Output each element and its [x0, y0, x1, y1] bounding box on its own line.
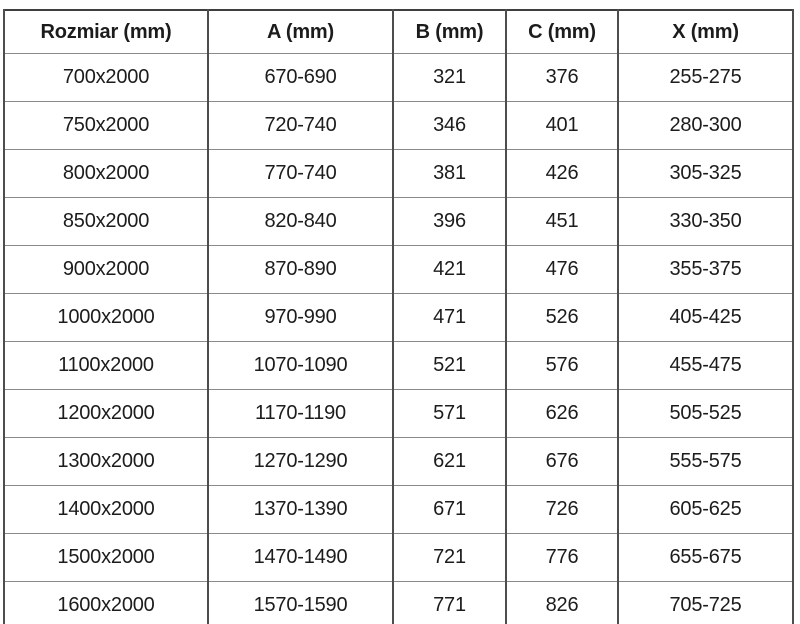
table-row: 750x2000 720-740 346 401 280-300	[3, 101, 794, 150]
table-header: Rozmiar (mm) A (mm) B (mm) C (mm) X (mm)	[3, 9, 794, 54]
table-row: 1000x2000 970-990 471 526 405-425	[3, 293, 794, 342]
table-cell-c: 476	[505, 245, 619, 294]
table-cell-rozmiar: 1200x2000	[3, 389, 209, 438]
table-cell-rozmiar: 1500x2000	[3, 533, 209, 582]
table-cell-b: 346	[392, 101, 507, 150]
table-cell-c: 626	[505, 389, 619, 438]
table-cell-a: 1070-1090	[207, 341, 394, 390]
table-cell-c: 676	[505, 437, 619, 486]
table-cell-x: 255-275	[617, 53, 794, 102]
table-cell-b: 621	[392, 437, 507, 486]
table-row: 1600x2000 1570-1590 771 826 705-725	[3, 581, 794, 624]
table-cell-b: 381	[392, 149, 507, 198]
table-cell-c: 451	[505, 197, 619, 246]
table-cell-a: 970-990	[207, 293, 394, 342]
table-cell-b: 721	[392, 533, 507, 582]
table-cell-x: 280-300	[617, 101, 794, 150]
table-cell-rozmiar: 1100x2000	[3, 341, 209, 390]
table-cell-a: 1270-1290	[207, 437, 394, 486]
table-cell-rozmiar: 850x2000	[3, 197, 209, 246]
table-cell-c: 726	[505, 485, 619, 534]
table-cell-x: 355-375	[617, 245, 794, 294]
table-row: 1300x2000 1270-1290 621 676 555-575	[3, 437, 794, 486]
table-row: 900x2000 870-890 421 476 355-375	[3, 245, 794, 294]
table-cell-x: 330-350	[617, 197, 794, 246]
table-cell-b: 396	[392, 197, 507, 246]
table-cell-rozmiar: 700x2000	[3, 53, 209, 102]
table-cell-c: 426	[505, 149, 619, 198]
table-cell-rozmiar: 1000x2000	[3, 293, 209, 342]
table-row: 700x2000 670-690 321 376 255-275	[3, 53, 794, 102]
column-header-x: X (mm)	[617, 9, 794, 54]
table-cell-rozmiar: 750x2000	[3, 101, 209, 150]
table-cell-c: 401	[505, 101, 619, 150]
table-cell-c: 576	[505, 341, 619, 390]
table-cell-a: 770-740	[207, 149, 394, 198]
table-cell-a: 1570-1590	[207, 581, 394, 624]
table-cell-x: 705-725	[617, 581, 794, 624]
table-row: 850x2000 820-840 396 451 330-350	[3, 197, 794, 246]
table-cell-b: 421	[392, 245, 507, 294]
table-cell-c: 776	[505, 533, 619, 582]
table-cell-b: 521	[392, 341, 507, 390]
table-cell-b: 321	[392, 53, 507, 102]
table-row: 1400x2000 1370-1390 671 726 605-625	[3, 485, 794, 534]
table-cell-b: 771	[392, 581, 507, 624]
table-cell-c: 526	[505, 293, 619, 342]
table-cell-a: 820-840	[207, 197, 394, 246]
column-header-c: C (mm)	[505, 9, 619, 54]
table-cell-x: 605-625	[617, 485, 794, 534]
table-row: 1200x2000 1170-1190 571 626 505-525	[3, 389, 794, 438]
table-cell-c: 826	[505, 581, 619, 624]
table-cell-b: 471	[392, 293, 507, 342]
table-cell-rozmiar: 1300x2000	[3, 437, 209, 486]
table-cell-rozmiar: 1600x2000	[3, 581, 209, 624]
column-header-rozmiar: Rozmiar (mm)	[3, 9, 209, 54]
table-cell-a: 720-740	[207, 101, 394, 150]
size-table: Rozmiar (mm) A (mm) B (mm) C (mm) X (mm) 700…	[3, 9, 794, 624]
table-cell-a: 670-690	[207, 53, 394, 102]
table-cell-a: 870-890	[207, 245, 394, 294]
table-cell-rozmiar: 800x2000	[3, 149, 209, 198]
table-cell-a: 1170-1190	[207, 389, 394, 438]
header-row: Rozmiar (mm) A (mm) B (mm) C (mm) X (mm)	[3, 9, 794, 54]
table-cell-x: 455-475	[617, 341, 794, 390]
table-cell-rozmiar: 900x2000	[3, 245, 209, 294]
table-cell-x: 655-675	[617, 533, 794, 582]
table-cell-c: 376	[505, 53, 619, 102]
table-cell-x: 405-425	[617, 293, 794, 342]
table-row: 1500x2000 1470-1490 721 776 655-675	[3, 533, 794, 582]
table-cell-x: 305-325	[617, 149, 794, 198]
table-body: 700x2000 670-690 321 376 255-275 750x2000 720-…	[3, 53, 794, 624]
table-cell-x: 555-575	[617, 437, 794, 486]
table-cell-rozmiar: 1400x2000	[3, 485, 209, 534]
table-row: 800x2000 770-740 381 426 305-325	[3, 149, 794, 198]
table-cell-x: 505-525	[617, 389, 794, 438]
table-cell-a: 1470-1490	[207, 533, 394, 582]
table-cell-b: 571	[392, 389, 507, 438]
column-header-a: A (mm)	[207, 9, 394, 54]
column-header-b: B (mm)	[392, 9, 507, 54]
table-row: 1100x2000 1070-1090 521 576 455-475	[3, 341, 794, 390]
table-cell-b: 671	[392, 485, 507, 534]
table-cell-a: 1370-1390	[207, 485, 394, 534]
